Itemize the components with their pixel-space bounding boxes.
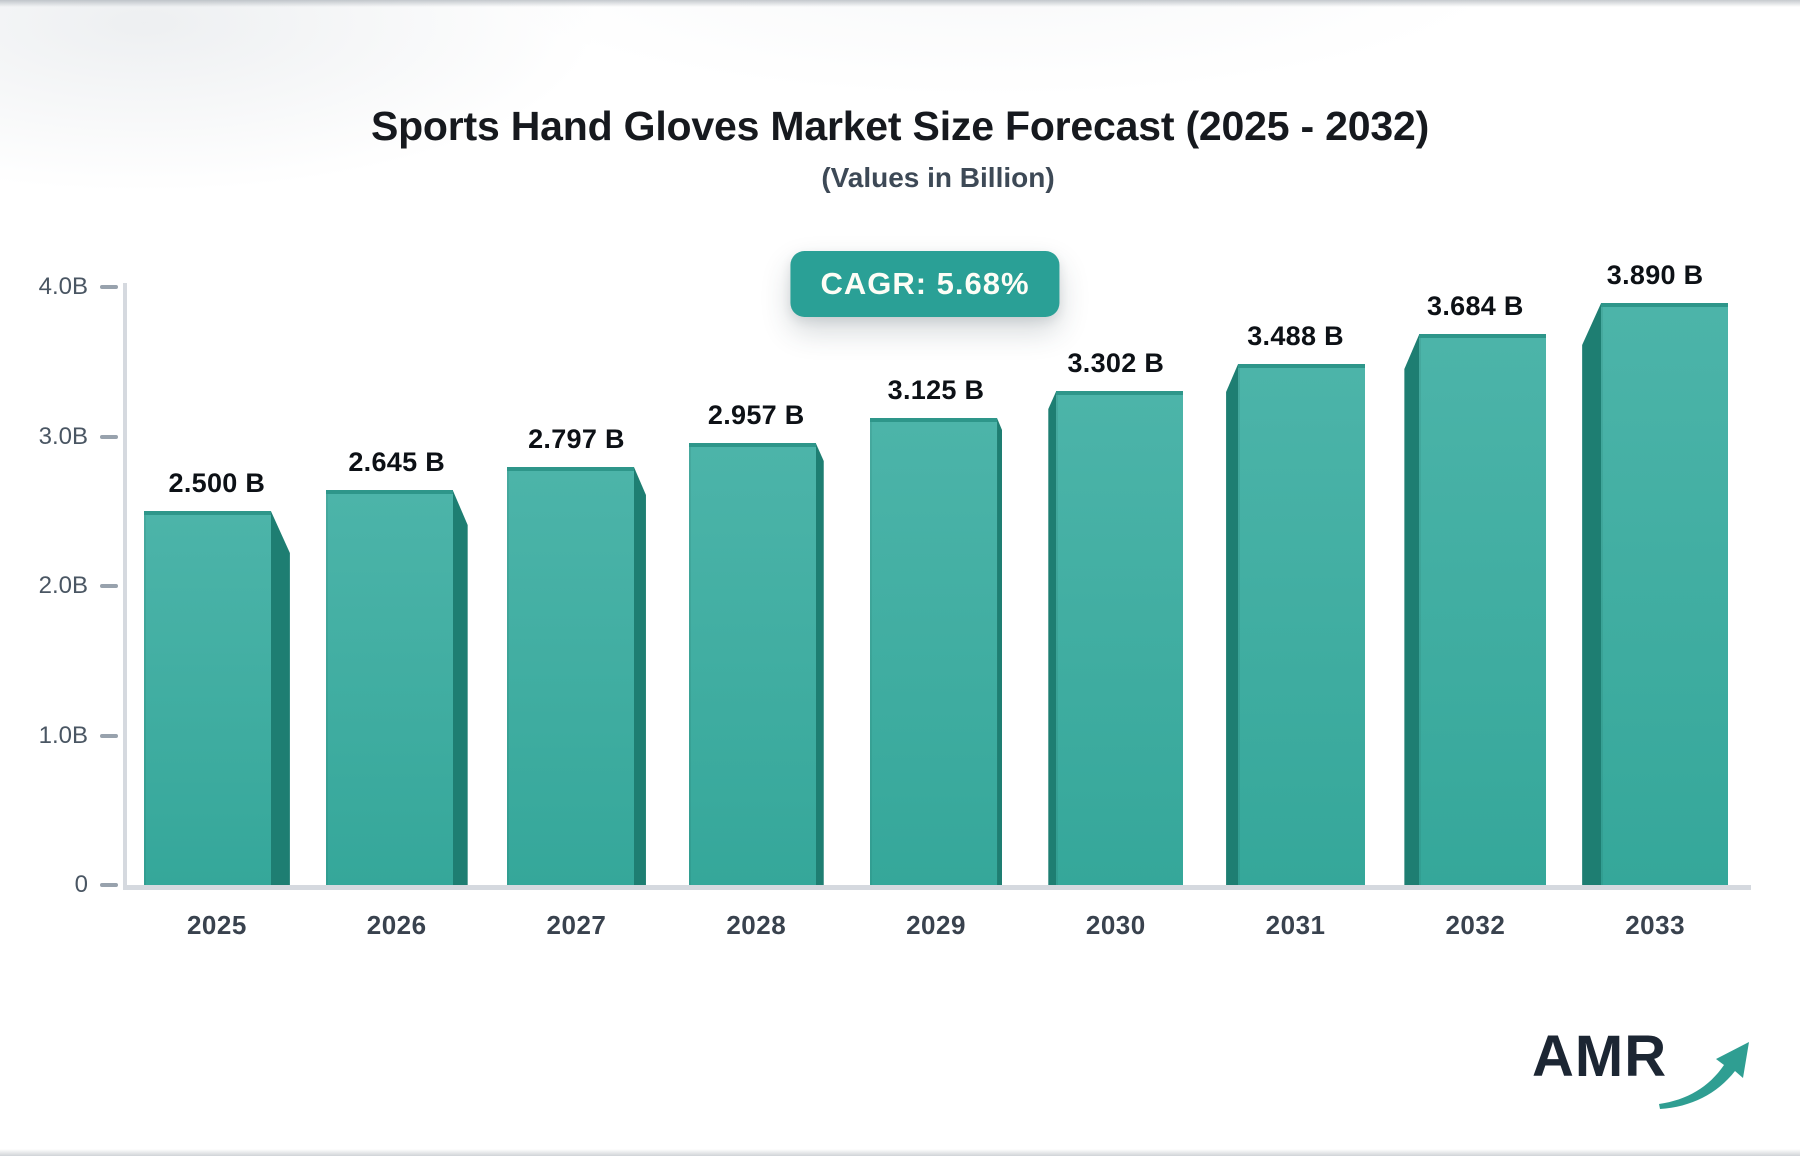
y-tick-label: 1.0B <box>38 721 88 749</box>
bar <box>143 511 290 885</box>
bar-value-label: 2.500 B <box>168 468 266 498</box>
amr-logo-text: AMR <box>1532 1024 1668 1089</box>
bar-front-face <box>1419 334 1547 885</box>
bar-front-face <box>506 467 634 885</box>
bar-front-face <box>1238 364 1366 885</box>
bar <box>325 490 468 885</box>
y-tick-label: 4.0B <box>38 273 88 300</box>
bar <box>506 467 646 885</box>
y-tick <box>100 285 118 289</box>
bar-value-label: 3.684 B <box>1427 291 1524 321</box>
bar <box>688 443 824 885</box>
bar-slot: 3.488 B 2031 <box>1206 250 1386 940</box>
bar-value-label: 3.488 B <box>1247 321 1344 351</box>
bar-front-face <box>1601 303 1729 885</box>
bar-slot: 3.890 B 2033 <box>1565 250 1745 940</box>
y-tick <box>100 733 118 738</box>
x-axis-label: 2029 <box>906 910 966 940</box>
bar <box>1404 334 1547 885</box>
x-axis-label: 2028 <box>726 910 787 940</box>
bar-3d-side <box>1048 391 1057 885</box>
page-title: Sports Hand Gloves Market Size Forecast … <box>370 103 1430 149</box>
x-axis-line <box>123 885 1751 890</box>
bar-3d-side <box>1226 364 1239 885</box>
bar-3d-side <box>452 490 468 885</box>
bar-value-label: 2.797 B <box>528 424 625 454</box>
y-tick-label: 3.0B <box>38 422 88 450</box>
amr-logo: AMR <box>1532 1026 1755 1114</box>
bar <box>870 418 1003 885</box>
bar <box>1048 391 1184 885</box>
y-tick <box>100 434 118 439</box>
x-axis-label: 2031 <box>1265 910 1326 940</box>
x-axis-label: 2025 <box>186 910 247 940</box>
bar-slot: 3.125 B 2029 <box>846 250 1026 940</box>
plot-area: 2.500 B 2025 2.645 B 2026 2.797 B 2027 2.957 B… <box>127 250 1745 940</box>
bar-3d-side <box>815 443 824 885</box>
bar-front-face <box>143 511 271 885</box>
bar-slot: 2.957 B 2028 <box>666 250 846 940</box>
bar-value-label: 3.302 B <box>1067 348 1165 378</box>
bar-value-label: 2.645 B <box>348 447 445 477</box>
bar-value-label: 3.890 B <box>1606 260 1704 290</box>
cagr-badge: CAGR: 5.68% <box>790 251 1060 317</box>
y-tick-label: 0 <box>74 871 88 898</box>
bar <box>1582 303 1729 885</box>
y-tick <box>100 584 118 588</box>
bar-3d-side <box>1582 303 1602 885</box>
x-axis-label: 2030 <box>1085 910 1146 940</box>
bar-value-label: 2.957 B <box>707 400 805 430</box>
bar-slot: 3.684 B 2032 <box>1385 250 1565 940</box>
bar-3d-side <box>997 418 1003 885</box>
bar-value-label: 3.125 B <box>887 375 985 405</box>
y-tick-label: 2.0B <box>38 572 88 599</box>
bar-slot: 3.302 B 2030 <box>1026 250 1206 940</box>
bar-slot: 2.500 B 2025 <box>127 250 307 940</box>
growth-arrow-icon <box>1659 1042 1750 1109</box>
bar-front-face <box>1056 391 1184 885</box>
bar-slot: 2.645 B 2026 <box>307 250 487 940</box>
y-axis-line <box>123 283 127 890</box>
bar-3d-side <box>1404 334 1420 885</box>
y-tick <box>100 883 118 887</box>
x-axis-label: 2026 <box>366 910 427 940</box>
bar-front-face <box>325 490 453 885</box>
x-axis-label: 2027 <box>546 910 607 940</box>
page-subtitle: (Values in Billion) <box>821 162 1055 193</box>
bar-3d-side <box>633 467 646 885</box>
bar-front-face <box>870 418 998 885</box>
bar <box>1226 364 1366 885</box>
bar-slot: 2.797 B 2027 <box>487 250 667 940</box>
bar-front-face <box>688 443 816 885</box>
x-axis-label: 2032 <box>1445 910 1506 940</box>
x-axis-label: 2033 <box>1625 910 1686 940</box>
bar-3d-side <box>270 511 290 885</box>
